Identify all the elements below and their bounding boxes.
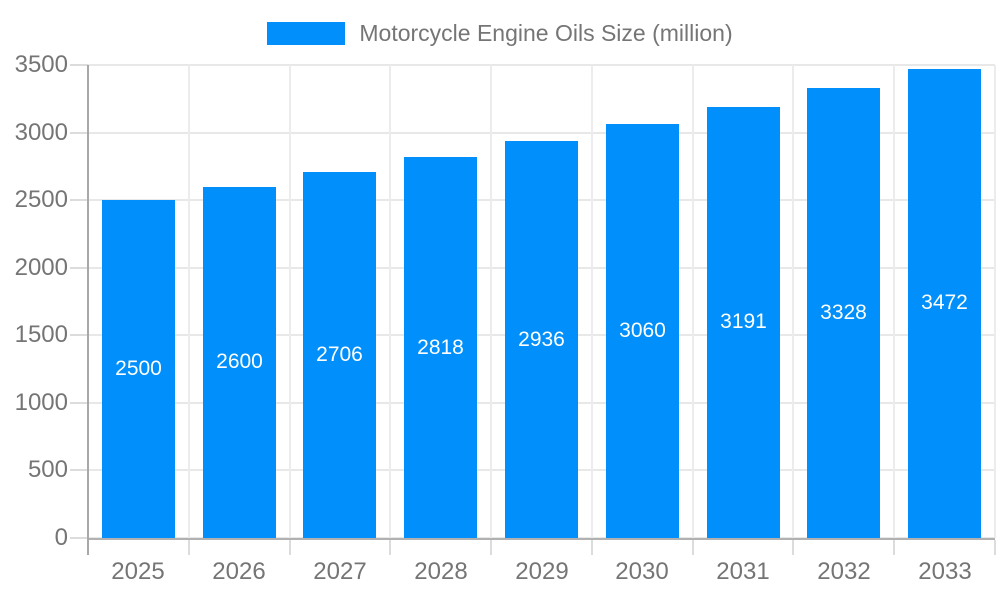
x-tick-label: 2029 bbox=[515, 558, 569, 585]
y-tick-label: 3000 bbox=[14, 119, 68, 146]
bar[interactable] bbox=[203, 187, 276, 538]
x-axis-line bbox=[88, 538, 995, 540]
y-axis-tick bbox=[70, 132, 88, 134]
bar-value-label: 2600 bbox=[216, 350, 263, 373]
x-tick-label: 2025 bbox=[111, 558, 165, 585]
bar[interactable] bbox=[102, 200, 175, 538]
y-tick-label: 1000 bbox=[14, 389, 68, 416]
x-axis-tick bbox=[389, 540, 391, 555]
x-tick-label: 2030 bbox=[615, 558, 669, 585]
x-axis-tick bbox=[994, 540, 996, 555]
y-tick-label: 500 bbox=[27, 456, 68, 483]
x-gridline bbox=[289, 65, 291, 538]
bar[interactable] bbox=[505, 141, 578, 538]
x-gridline bbox=[188, 65, 190, 538]
x-tick-label: 2028 bbox=[414, 558, 468, 585]
x-gridline bbox=[591, 65, 593, 538]
x-axis-tick bbox=[893, 540, 895, 555]
bar[interactable] bbox=[303, 172, 376, 538]
bar[interactable] bbox=[908, 69, 981, 538]
bar-value-label: 3472 bbox=[921, 291, 968, 314]
bar[interactable] bbox=[707, 107, 780, 538]
y-axis-tick bbox=[70, 402, 88, 404]
bar-value-label: 2818 bbox=[417, 336, 464, 359]
bar[interactable] bbox=[807, 88, 880, 538]
x-axis-tick bbox=[591, 540, 593, 555]
bar-value-label: 3328 bbox=[820, 301, 867, 324]
x-tick-label: 2032 bbox=[817, 558, 871, 585]
chart-legend[interactable]: Motorcycle Engine Oils Size (million) bbox=[0, 20, 1000, 47]
legend-label: Motorcycle Engine Oils Size (million) bbox=[359, 20, 733, 46]
x-gridline bbox=[490, 65, 492, 538]
x-axis-tick bbox=[792, 540, 794, 555]
y-tick-label: 3500 bbox=[14, 51, 68, 78]
x-axis-tick bbox=[692, 540, 694, 555]
x-axis-tick bbox=[188, 540, 190, 555]
y-axis-line bbox=[87, 65, 89, 555]
y-tick-label: 1500 bbox=[14, 321, 68, 348]
x-tick-label: 2027 bbox=[313, 558, 367, 585]
bar-value-label: 2500 bbox=[115, 357, 162, 380]
bar-value-label: 3060 bbox=[619, 319, 666, 342]
y-axis-tick bbox=[70, 469, 88, 471]
y-axis-tick bbox=[70, 199, 88, 201]
x-tick-label: 2033 bbox=[918, 558, 972, 585]
x-gridline bbox=[692, 65, 694, 538]
y-tick-label: 0 bbox=[54, 524, 68, 551]
y-tick-label: 2500 bbox=[14, 186, 68, 213]
bar[interactable] bbox=[606, 124, 679, 538]
y-gridline bbox=[88, 132, 995, 134]
x-gridline bbox=[792, 65, 794, 538]
y-tick-label: 2000 bbox=[14, 254, 68, 281]
y-axis-tick bbox=[70, 64, 88, 66]
y-gridline bbox=[88, 64, 995, 66]
y-axis-tick bbox=[70, 334, 88, 336]
x-gridline bbox=[994, 65, 996, 538]
bar-value-label: 2936 bbox=[518, 328, 565, 351]
legend-swatch-icon bbox=[267, 22, 346, 45]
x-gridline bbox=[389, 65, 391, 538]
bar[interactable] bbox=[404, 157, 477, 538]
x-tick-label: 2026 bbox=[212, 558, 266, 585]
y-axis-tick bbox=[70, 537, 88, 539]
bar-value-label: 2706 bbox=[316, 343, 363, 366]
y-axis-tick bbox=[70, 267, 88, 269]
x-axis-tick bbox=[490, 540, 492, 555]
bar-value-label: 3191 bbox=[720, 310, 767, 333]
x-axis-tick bbox=[289, 540, 291, 555]
x-tick-label: 2031 bbox=[716, 558, 770, 585]
x-gridline bbox=[893, 65, 895, 538]
